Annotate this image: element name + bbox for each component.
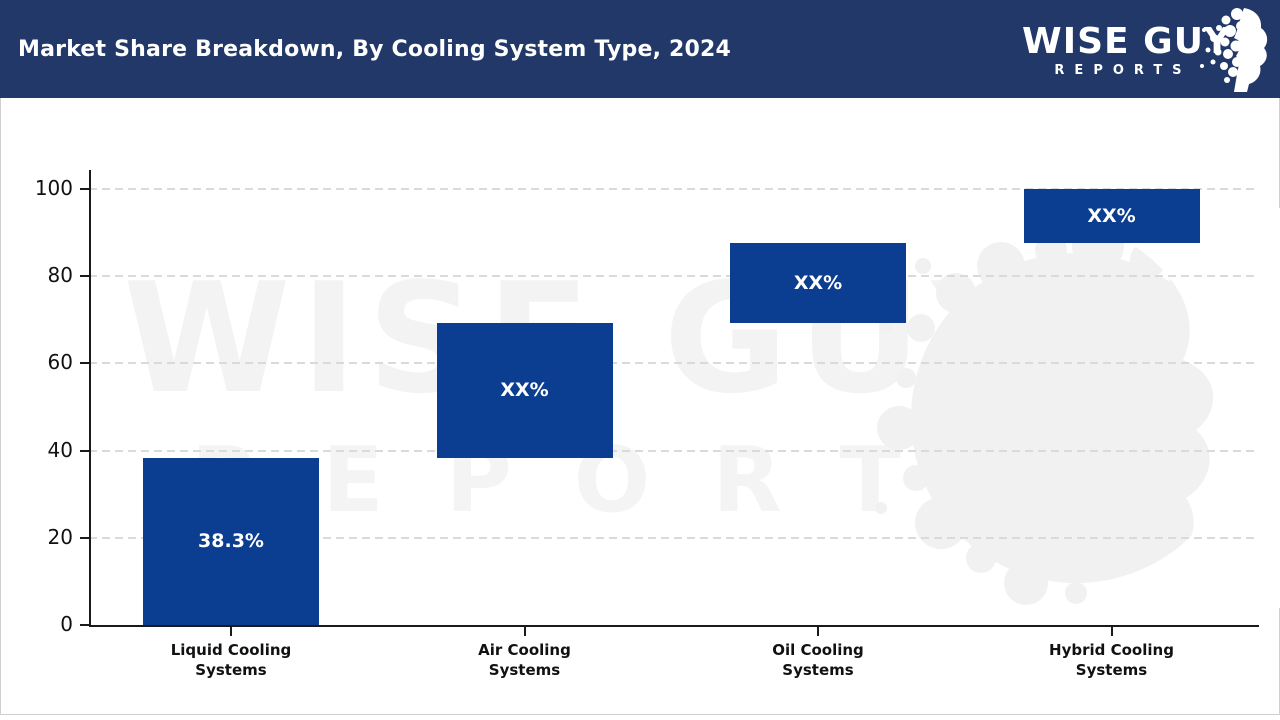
waterfall-chart: WISE GUY REPORTS 0 20 40 60 80 100 38 [1, 98, 1280, 714]
gridline [89, 449, 1259, 452]
y-tick-label: 40 [47, 437, 73, 462]
y-tick-label: 80 [47, 263, 73, 288]
y-axis-line [89, 170, 91, 627]
header: Market Share Breakdown, By Cooling Syste… [0, 0, 1280, 98]
y-tick-label: 60 [47, 350, 73, 375]
bar-segment: XX% [436, 322, 613, 458]
bar-value-label: XX% [1087, 205, 1136, 228]
y-tick [80, 449, 89, 452]
bar-segment: 38.3% [143, 458, 319, 625]
wiseguy-face-icon [1200, 8, 1268, 92]
gridline [89, 275, 1259, 278]
chart-panel: WISE GUY REPORTS 0 20 40 60 80 100 38 [0, 98, 1280, 715]
wiseguy-logo: WISE GUY REPORTS [1022, 4, 1272, 94]
x-tick [230, 627, 232, 636]
gridline [89, 362, 1259, 365]
bar-value-label: 38.3% [198, 530, 264, 553]
y-tick [80, 275, 89, 278]
gridline [89, 188, 1259, 190]
x-tick [817, 627, 819, 636]
bar-segment: XX% [730, 243, 906, 323]
y-tick-label: 0 [60, 612, 73, 636]
y-tick-label: 100 [34, 176, 73, 200]
gridline [89, 536, 1259, 539]
logo-wordmark: WISE GUY [1022, 21, 1232, 62]
y-tick [80, 536, 89, 539]
logo-subtext: REPORTS [1054, 63, 1192, 78]
y-tick [80, 188, 89, 190]
category-label: Hybrid Cooling Systems [1049, 641, 1174, 679]
category-label: Oil Cooling Systems [772, 641, 864, 679]
x-axis-line [89, 625, 1259, 627]
category-label: Air Cooling Systems [478, 641, 571, 679]
x-tick [523, 627, 526, 636]
bar-value-label: XX% [793, 271, 843, 294]
logo-text: WISE GUY REPORTS [1022, 21, 1232, 79]
chart-title: Market Share Breakdown, By Cooling Syste… [18, 36, 732, 62]
y-tick [80, 624, 89, 626]
bar-segment: XX% [1023, 189, 1200, 244]
y-tick-label: 20 [47, 524, 73, 549]
y-tick [80, 362, 89, 365]
x-tick [1110, 627, 1113, 636]
watermark-face-icon [875, 208, 1280, 608]
bar-value-label: XX% [500, 379, 549, 402]
category-label: Liquid Cooling Systems [170, 641, 292, 679]
